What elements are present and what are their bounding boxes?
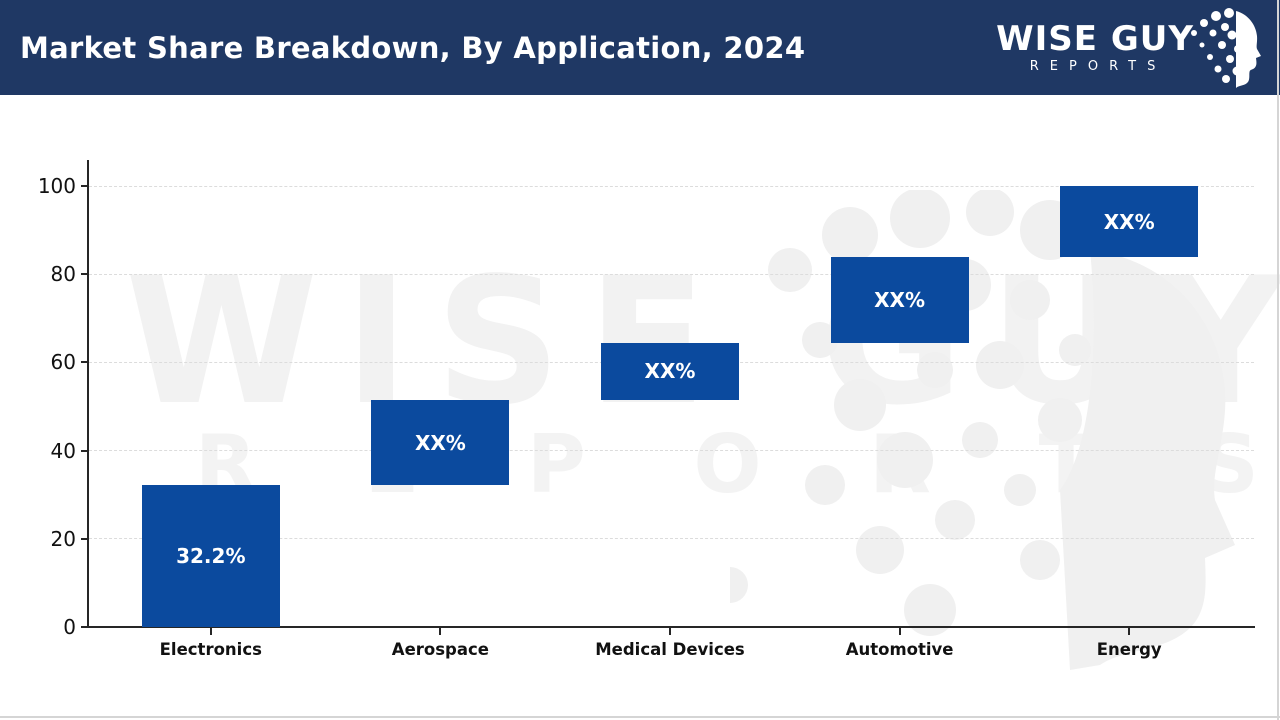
bar-medical-devices: XX% [601, 342, 739, 401]
bar-value-label-automotive: XX% [874, 287, 926, 312]
x-category-label-medical-devices: Medical Devices [595, 640, 745, 659]
y-tick-label-80: 80 [50, 262, 76, 287]
bar-value-label-electronics: 32.2% [176, 543, 246, 568]
y-tick-label-100: 100 [37, 174, 76, 198]
bar-automotive: XX% [830, 257, 969, 343]
y-tick-label-20: 20 [50, 526, 76, 551]
x-tick-automotive [898, 628, 901, 635]
x-tick-electronics [209, 628, 212, 635]
x-tick-medical-devices [669, 628, 671, 635]
bar-value-label-aerospace: XX% [414, 430, 466, 455]
y-tick-100 [81, 185, 88, 187]
y-tick-label-60: 60 [50, 350, 76, 375]
gridline-40 [89, 450, 1254, 452]
gridline-100 [89, 185, 1254, 187]
chart-title: Market Share Breakdown, By Application, … [20, 30, 806, 65]
header-bar: Market Share Breakdown, By Application, … [0, 0, 1280, 95]
y-tick-label-0: 0 [63, 615, 76, 639]
y-tick-20 [81, 537, 88, 540]
x-tick-aerospace [439, 628, 442, 635]
y-tick-40 [81, 449, 88, 452]
x-category-label-automotive: Automotive [845, 640, 954, 659]
bar-aerospace: XX% [371, 400, 510, 485]
figure-bottom-border [0, 716, 1280, 718]
wise-guy-reports-logo: WISE GUY REPORTS [996, 5, 1266, 91]
x-category-label-aerospace: Aerospace [391, 640, 489, 659]
x-category-label-electronics: Electronics [159, 640, 262, 659]
bar-value-label-medical-devices: XX% [644, 359, 696, 384]
y-tick-label-40: 40 [50, 438, 76, 463]
bar-electronics: 32.2% [141, 484, 280, 627]
bar-value-label-energy: XX% [1103, 209, 1155, 234]
y-axis-line [87, 160, 89, 628]
bar-energy: XX% [1060, 186, 1199, 257]
logo-subtitle: REPORTS [1029, 58, 1167, 74]
y-tick-80 [81, 273, 88, 276]
gridline-80 [89, 273, 1254, 275]
logo-face-icon [1191, 7, 1261, 88]
x-category-label-energy: Energy [1096, 640, 1162, 659]
y-tick-0 [81, 626, 88, 628]
x-axis-line [87, 626, 1255, 628]
figure-right-border [1277, 0, 1279, 720]
x-tick-energy [1128, 628, 1131, 635]
y-tick-60 [81, 361, 88, 364]
gridline-20 [89, 538, 1254, 540]
logo-wordmark: WISE GUY [996, 18, 1194, 59]
